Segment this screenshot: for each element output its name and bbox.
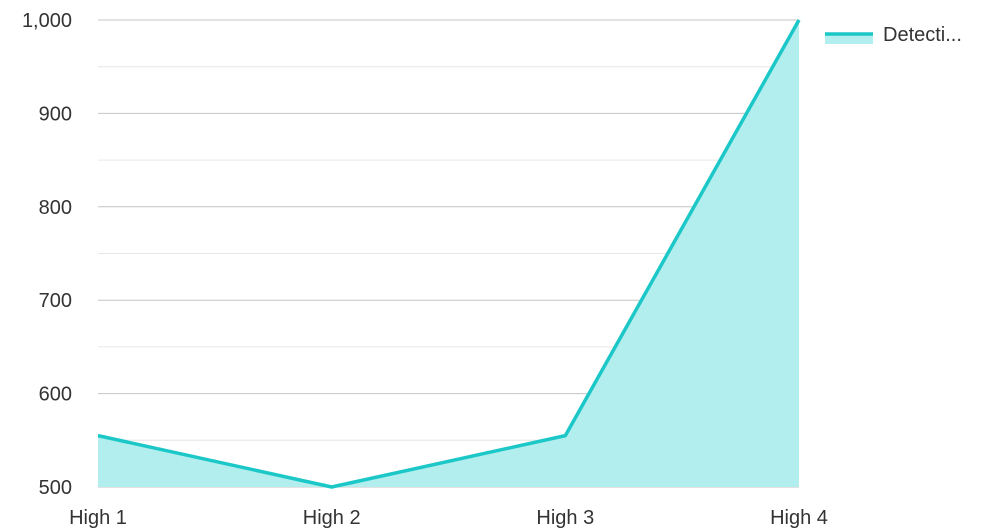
grid-lines [98,19,799,488]
x-axis-ticks: High 1 High 2 High 3 High 4 [69,507,828,529]
x-tick-label: High 1 [69,507,127,529]
x-tick-label: High 3 [536,507,594,529]
y-tick-label: 900 [39,103,72,125]
y-axis-ticks: 500 600 700 800 900 1,000 [22,10,72,499]
legend[interactable]: Detecti... [825,24,962,46]
x-tick-label: High 4 [770,507,828,529]
series-line [97,19,801,489]
y-tick-label: 1,000 [22,10,72,32]
y-tick-label: 600 [39,384,72,406]
series-area-layer [97,19,801,489]
legend-label: Detecti... [883,24,962,46]
y-tick-label: 700 [39,290,72,312]
y-tick-label: 800 [39,197,72,219]
y-tick-label: 500 [39,477,72,499]
x-tick-label: High 2 [303,507,361,529]
legend-swatch-fill [825,34,873,44]
series-area-fill [98,20,799,487]
